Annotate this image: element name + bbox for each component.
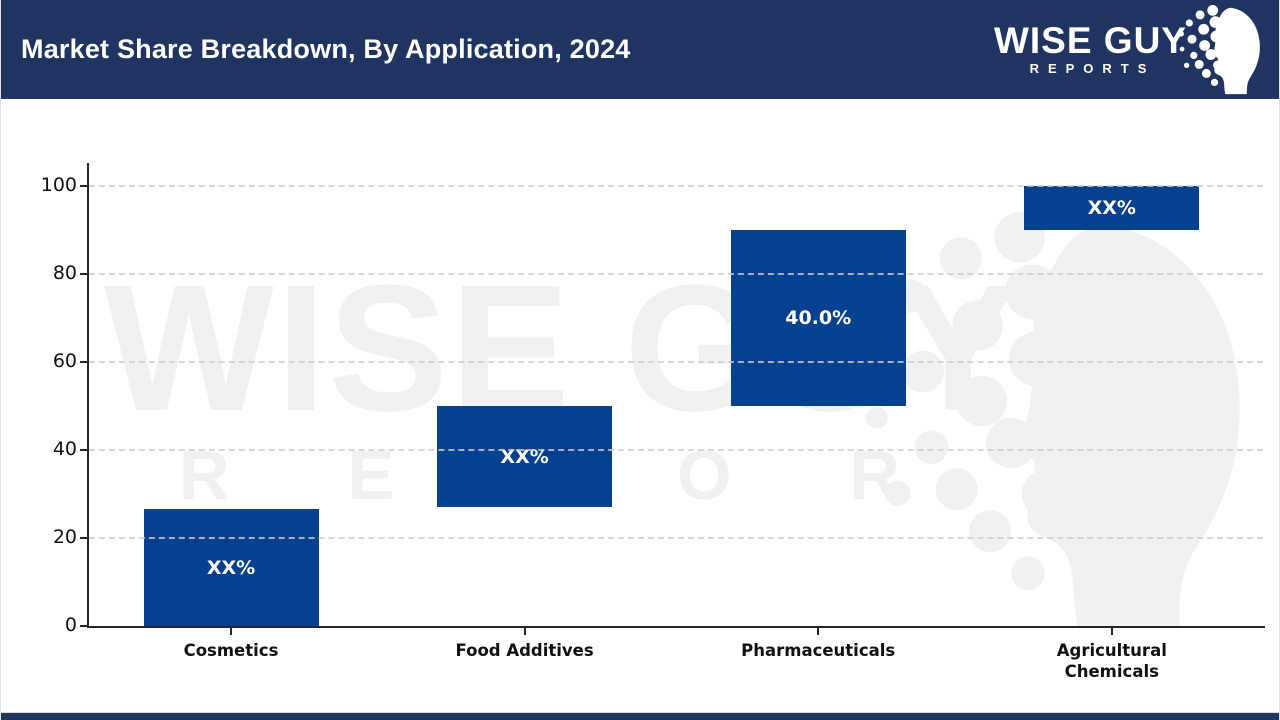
x-tick-mark — [230, 628, 232, 635]
brand-logo: WISE GUY REPORTS — [993, 4, 1265, 95]
bar-value-label: XX% — [500, 445, 549, 468]
bar-cosmetics: XX% — [143, 509, 319, 626]
y-tick-mark — [80, 273, 88, 275]
brand-subname: REPORTS — [1029, 60, 1156, 76]
gridline-y-80 — [89, 273, 1263, 275]
y-tick-label-0: 0 — [64, 614, 77, 636]
gridline-y-60 — [89, 361, 1263, 363]
logo-head-icon — [1178, 4, 1260, 94]
y-tick-mark — [80, 185, 88, 187]
gridline-y-40 — [89, 449, 1263, 451]
bar-pharmaceuticals: 40.0% — [730, 230, 906, 406]
brand-logo-text: WISE GUY REPORTS — [993, 19, 1187, 77]
header-bar: Market Share Breakdown, By Application, … — [1, 0, 1279, 99]
brand-name: WISE GUY — [993, 19, 1187, 61]
x-category-label-food-additives: Food Additives — [455, 641, 594, 660]
page-title: Market Share Breakdown, By Application, … — [21, 34, 631, 64]
y-tick-label-80: 80 — [52, 262, 77, 284]
bar-value-label: XX% — [206, 556, 256, 579]
bar-food-additives: XX% — [437, 406, 613, 508]
y-tick-label-60: 60 — [52, 350, 77, 372]
x-category-label-agricultural-chemicals: Agricultural Chemicals — [1056, 641, 1167, 681]
bar-value-label: 40.0% — [785, 307, 852, 329]
y-tick-mark — [80, 449, 88, 451]
x-tick-mark — [1110, 628, 1113, 635]
x-tick-mark — [817, 628, 820, 635]
bar-value-label: XX% — [1087, 197, 1136, 219]
y-tick-mark — [80, 537, 88, 539]
gridline-y-100 — [89, 185, 1263, 187]
chart-area: WISE GUY R E P O R T S 0 20 40 60 80 100 XX% Co… — [1, 99, 1279, 713]
x-category-label-pharmaceuticals: Pharmaceuticals — [741, 641, 896, 660]
x-axis-baseline — [87, 626, 1265, 628]
footer-bar — [1, 712, 1279, 720]
y-axis-spine — [87, 163, 89, 628]
y-tick-mark — [80, 361, 88, 363]
bar-agricultural-chemicals: XX% — [1024, 186, 1200, 230]
y-tick-label-100: 100 — [40, 174, 77, 196]
gridline-y-20 — [89, 537, 1263, 539]
x-tick-mark — [523, 628, 526, 635]
x-category-label-cosmetics: Cosmetics — [183, 641, 279, 660]
y-tick-label-40: 40 — [52, 438, 77, 460]
y-tick-label-20: 20 — [52, 526, 77, 548]
y-tick-mark — [80, 625, 88, 627]
